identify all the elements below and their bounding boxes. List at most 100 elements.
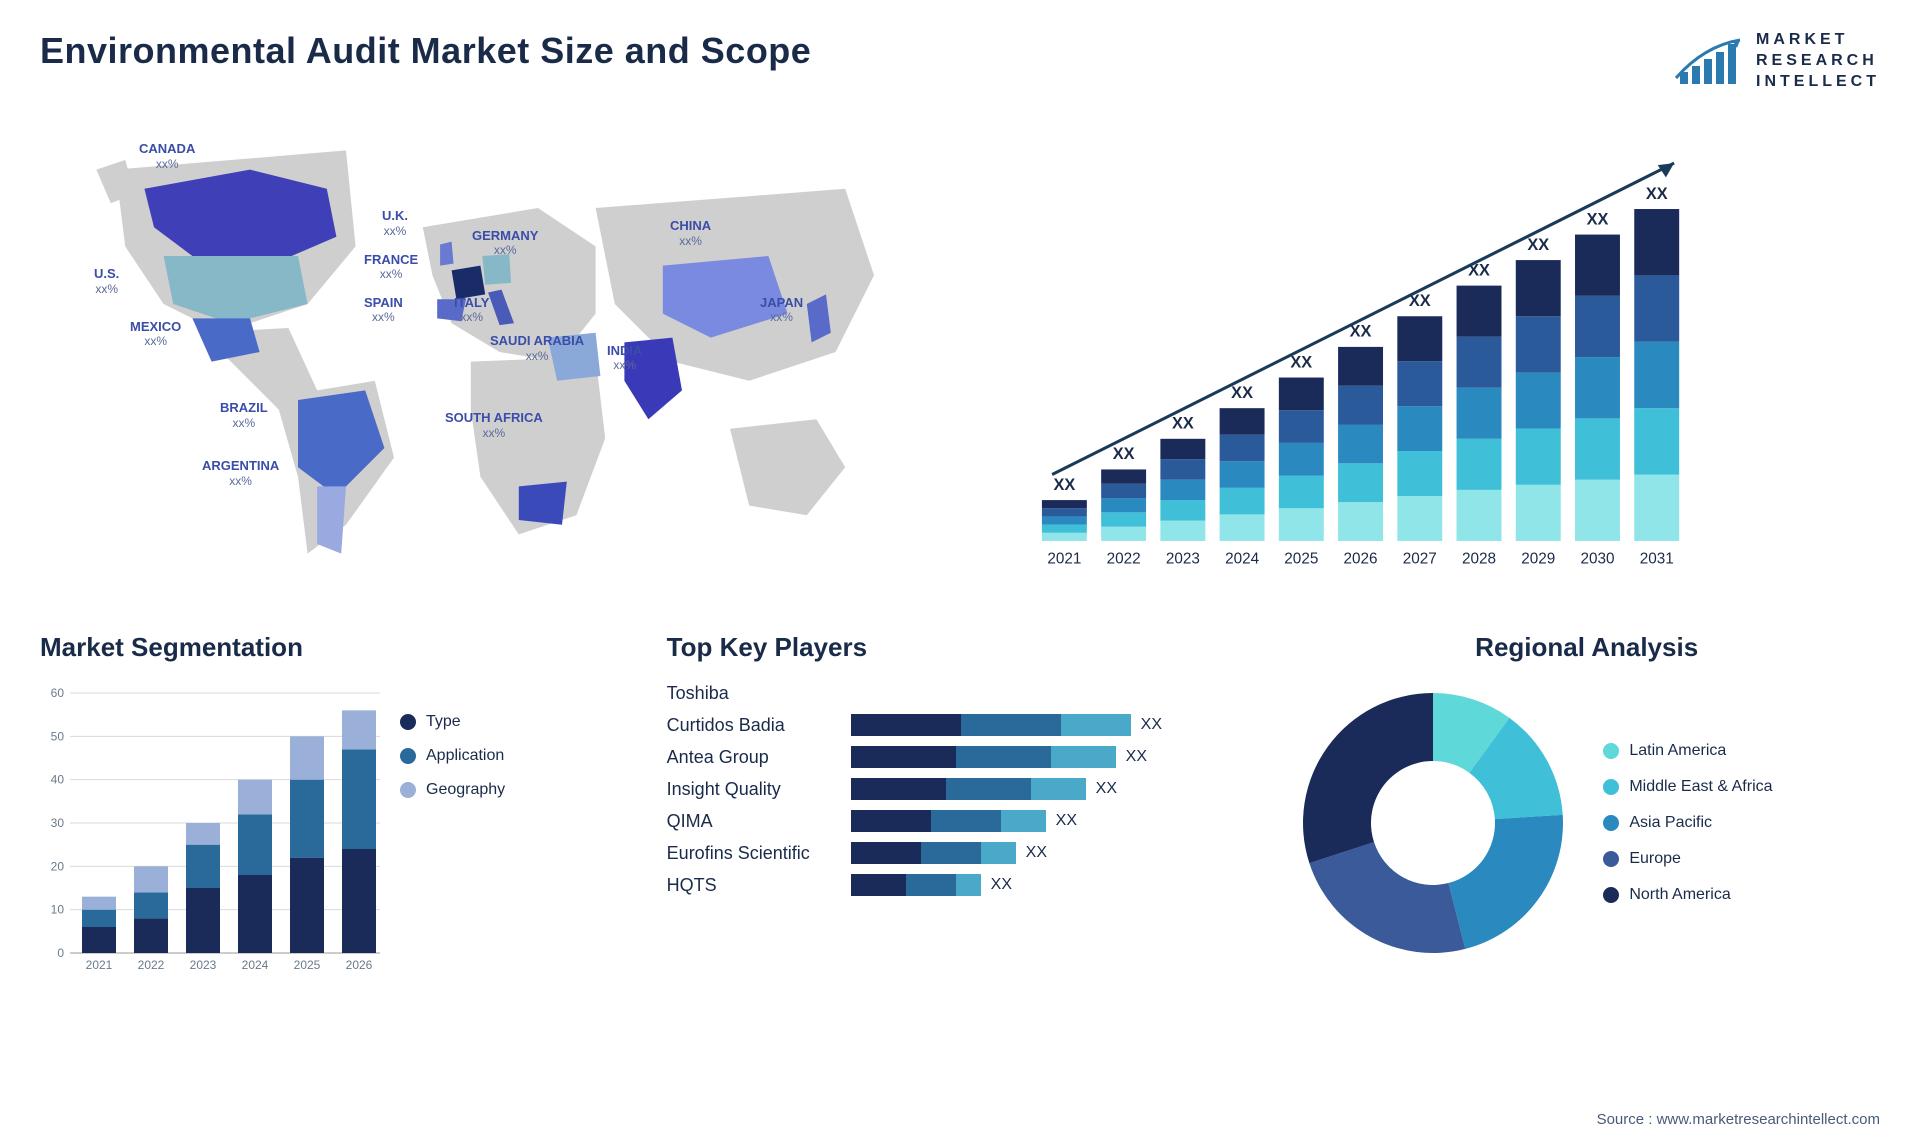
growth-bar-seg xyxy=(1457,490,1502,541)
map-country-germany xyxy=(482,254,511,285)
legend-swatch xyxy=(1603,851,1619,867)
seg-bar-seg xyxy=(186,845,220,888)
map-label: SOUTH AFRICAxx% xyxy=(445,410,543,440)
legend-label: Type xyxy=(426,713,461,731)
player-row: Toshiba xyxy=(667,683,1254,704)
growth-bar-seg xyxy=(1279,378,1324,411)
seg-year-label: 2025 xyxy=(294,958,321,972)
player-bar-seg xyxy=(1051,746,1116,768)
growth-bar-seg xyxy=(1634,342,1679,408)
segmentation-title: Market Segmentation xyxy=(40,632,627,663)
donut-slice xyxy=(1303,693,1433,863)
growth-bar-seg xyxy=(1634,409,1679,475)
player-name: Eurofins Scientific xyxy=(667,843,837,864)
player-bar-seg xyxy=(1001,810,1046,832)
growth-bar-seg xyxy=(1575,357,1620,418)
growth-bar-seg xyxy=(1516,373,1561,429)
seg-bar-seg xyxy=(342,711,376,750)
map-country-uk xyxy=(440,242,453,266)
donut-slice xyxy=(1449,815,1564,949)
seg-bar-seg xyxy=(82,910,116,927)
seg-year-label: 2026 xyxy=(346,958,373,972)
map-label: CANADAxx% xyxy=(139,141,195,171)
seg-bar-seg xyxy=(134,867,168,893)
seg-bar-seg xyxy=(186,888,220,953)
player-bar-seg xyxy=(906,874,956,896)
growth-bar-seg xyxy=(1160,480,1205,500)
growth-bar-seg xyxy=(1042,500,1087,508)
regional-title: Regional Analysis xyxy=(1293,632,1880,663)
legend-label: Geography xyxy=(426,781,505,799)
player-bar-wrap: XX xyxy=(851,714,1254,736)
header: Environmental Audit Market Size and Scop… xyxy=(40,30,1880,92)
player-bar xyxy=(851,842,1016,864)
svg-text:20: 20 xyxy=(51,860,65,874)
segmentation-panel: Market Segmentation 01020304050602021202… xyxy=(40,632,627,1032)
bottom-row: Market Segmentation 01020304050602021202… xyxy=(40,632,1880,1032)
regional-chart-wrap: Latin AmericaMiddle East & AfricaAsia Pa… xyxy=(1293,683,1880,963)
growth-bar-seg xyxy=(1042,525,1087,533)
growth-bar-seg xyxy=(1397,317,1442,362)
player-row: Insight QualityXX xyxy=(667,778,1254,800)
seg-bar-seg xyxy=(238,875,272,953)
growth-bar-seg xyxy=(1220,462,1265,489)
growth-bar-seg xyxy=(1160,439,1205,459)
map-label: MEXICOxx% xyxy=(130,319,181,349)
player-bar-seg xyxy=(931,810,1001,832)
player-bar-seg xyxy=(851,810,931,832)
growth-bar-seg xyxy=(1575,235,1620,296)
player-bar-seg xyxy=(851,842,921,864)
growth-bar-seg xyxy=(1397,407,1442,452)
seg-bar-seg xyxy=(342,750,376,850)
player-row: Curtidos BadiaXX xyxy=(667,714,1254,736)
player-bar xyxy=(851,810,1046,832)
player-name: QIMA xyxy=(667,811,837,832)
player-bar-seg xyxy=(981,842,1016,864)
brand-logo: MARKET RESEARCH INTELLECT xyxy=(1674,30,1880,92)
growth-bar-seg xyxy=(1101,513,1146,527)
growth-bar-seg xyxy=(1397,362,1442,407)
donut-slice xyxy=(1310,843,1466,954)
seg-bar-seg xyxy=(290,858,324,953)
growth-bar-seg xyxy=(1397,496,1442,541)
legend-label: Latin America xyxy=(1629,742,1726,760)
map-label: GERMANYxx% xyxy=(472,228,538,258)
player-bar-seg xyxy=(946,778,1031,800)
growth-bar-label: XX xyxy=(1290,354,1312,372)
growth-year-label: 2026 xyxy=(1344,551,1378,568)
logo-bars-icon xyxy=(1674,36,1744,86)
player-bar-seg xyxy=(956,746,1051,768)
legend-item: Type xyxy=(400,713,505,731)
map-label: JAPANxx% xyxy=(760,295,803,325)
legend-item: Geography xyxy=(400,781,505,799)
logo-line3: INTELLECT xyxy=(1756,72,1880,93)
player-row: HQTSXX xyxy=(667,874,1254,896)
source-text: Source : www.marketresearchintellect.com xyxy=(1597,1111,1880,1128)
legend-swatch xyxy=(400,714,416,730)
seg-bar-seg xyxy=(186,823,220,845)
growth-bar-seg xyxy=(1457,286,1502,337)
growth-bar-seg xyxy=(1338,425,1383,464)
growth-year-label: 2022 xyxy=(1107,551,1141,568)
growth-year-label: 2023 xyxy=(1166,551,1200,568)
seg-bar-seg xyxy=(82,897,116,910)
seg-bar-seg xyxy=(238,815,272,876)
legend-swatch xyxy=(400,748,416,764)
map-label: U.K.xx% xyxy=(382,208,408,238)
legend-item: Latin America xyxy=(1603,742,1772,760)
map-label: BRAZILxx% xyxy=(220,400,268,430)
growth-bar-seg xyxy=(1516,429,1561,485)
growth-year-label: 2030 xyxy=(1580,551,1614,568)
player-bar xyxy=(851,746,1116,768)
logo-line2: RESEARCH xyxy=(1756,51,1880,72)
growth-bar-seg xyxy=(1279,443,1324,476)
player-value: XX xyxy=(1141,716,1162,734)
segmentation-chart-wrap: 0102030405060202120222023202420252026 Ty… xyxy=(40,683,627,983)
map-label: INDIAxx% xyxy=(607,343,642,373)
legend-swatch xyxy=(1603,743,1619,759)
player-bar-seg xyxy=(851,778,946,800)
growth-bar-seg xyxy=(1160,460,1205,480)
legend-item: Asia Pacific xyxy=(1603,814,1772,832)
seg-bar-seg xyxy=(82,927,116,953)
growth-bar-seg xyxy=(1101,470,1146,484)
